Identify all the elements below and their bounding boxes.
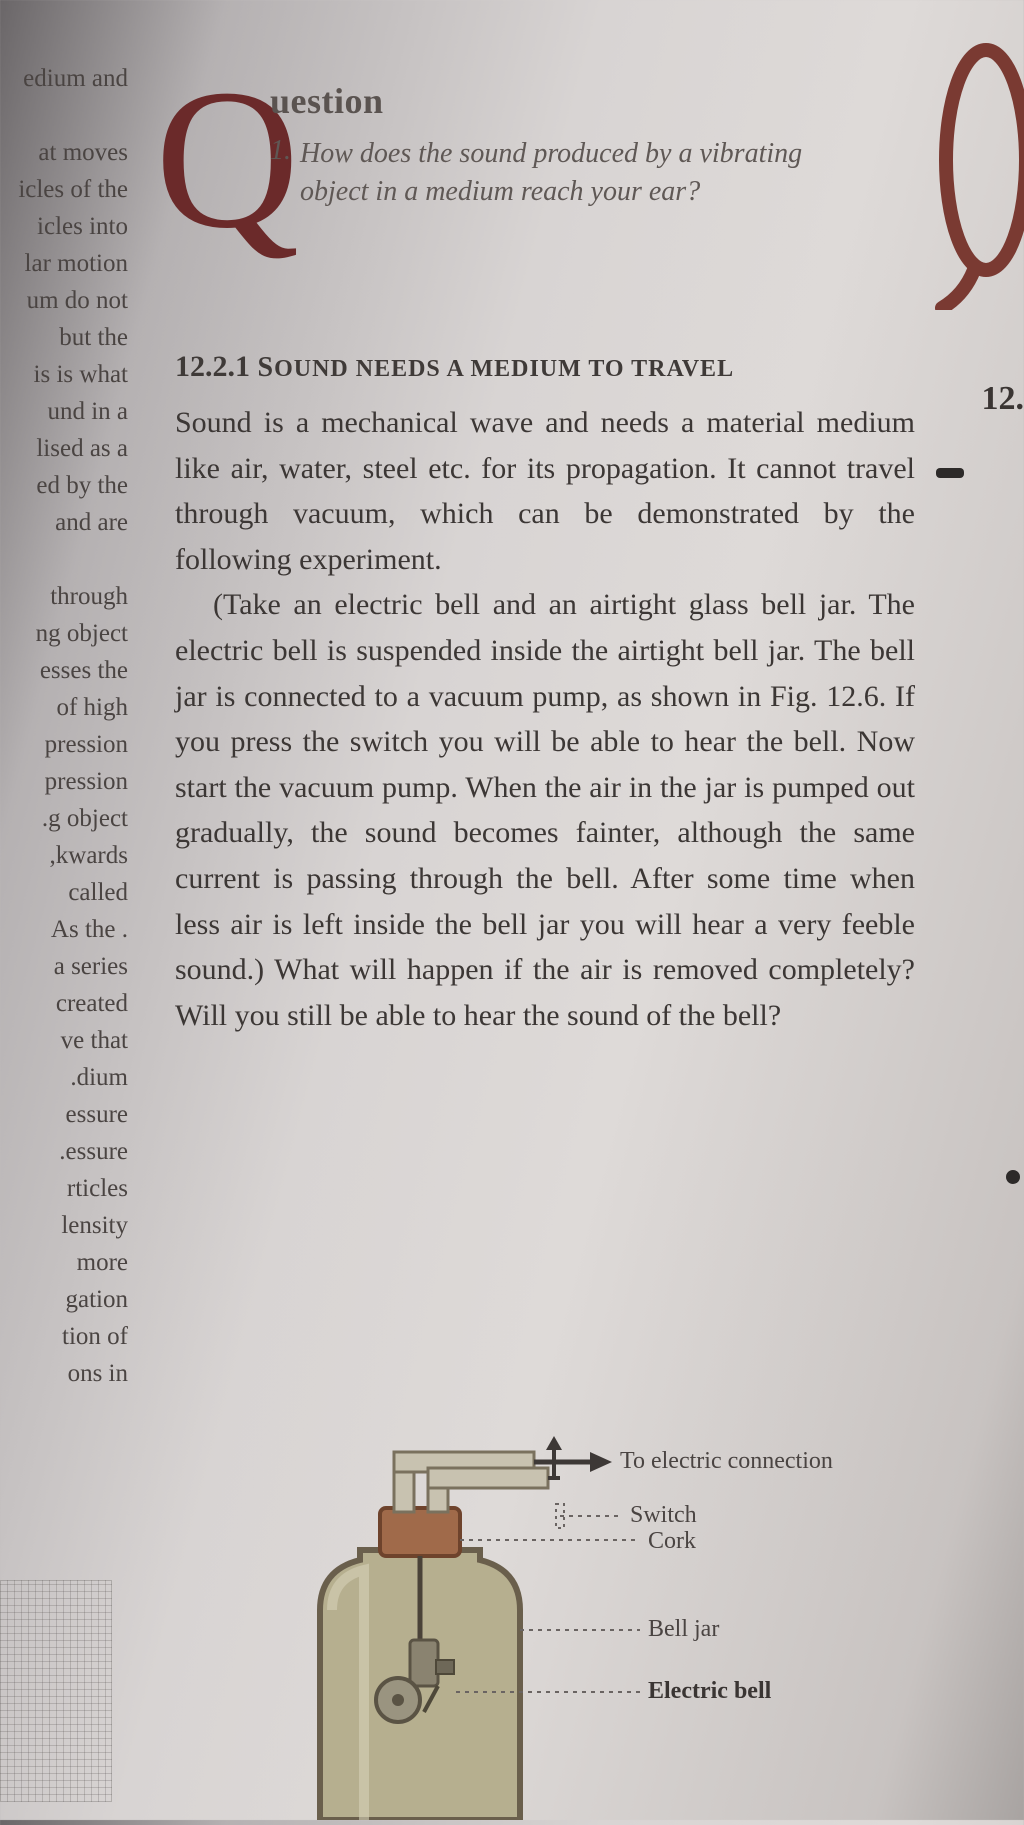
figure-label-bell: Electric bell — [648, 1678, 771, 1705]
figure-label-cork: Cork — [648, 1528, 696, 1555]
section-number: 12.2.1 — [175, 350, 250, 383]
figure-label-switch: Switch — [630, 1502, 697, 1529]
figure-label-connection: To electric connection — [620, 1448, 833, 1475]
page-ornament-icon — [924, 30, 1024, 310]
paragraph-1: Sound is a mechanical wave and needs a m… — [175, 400, 915, 582]
question-label: uestion — [270, 80, 384, 122]
section-title: SOUND NEEDS A MEDIUM TO TRAVEL — [258, 352, 735, 383]
margin-mark-icon — [936, 468, 964, 478]
paragraph-2: (Take an electric bell and an airtight g… — [175, 582, 915, 1038]
bell-jar-figure: To electric connection Switch Cork Bell … — [260, 1430, 960, 1820]
margin-dot-icon — [1006, 1170, 1020, 1184]
section-heading: 12.2.1 SOUND NEEDS A MEDIUM TO TRAVEL — [175, 350, 734, 384]
left-grid-pattern-icon — [0, 1580, 112, 1802]
cork-shape — [380, 1508, 460, 1556]
tube-shape — [394, 1452, 548, 1512]
question-number: 1. — [270, 135, 291, 167]
figure-label-belljar: Bell jar — [648, 1616, 719, 1643]
left-column-text-fragment: edium and at movesicles of theicles into… — [0, 60, 128, 1392]
body-text: Sound is a mechanical wave and needs a m… — [175, 400, 915, 1038]
question-text: How does the sound produced by a vibrati… — [300, 135, 860, 211]
page-margin-number: 12. — [982, 380, 1024, 418]
